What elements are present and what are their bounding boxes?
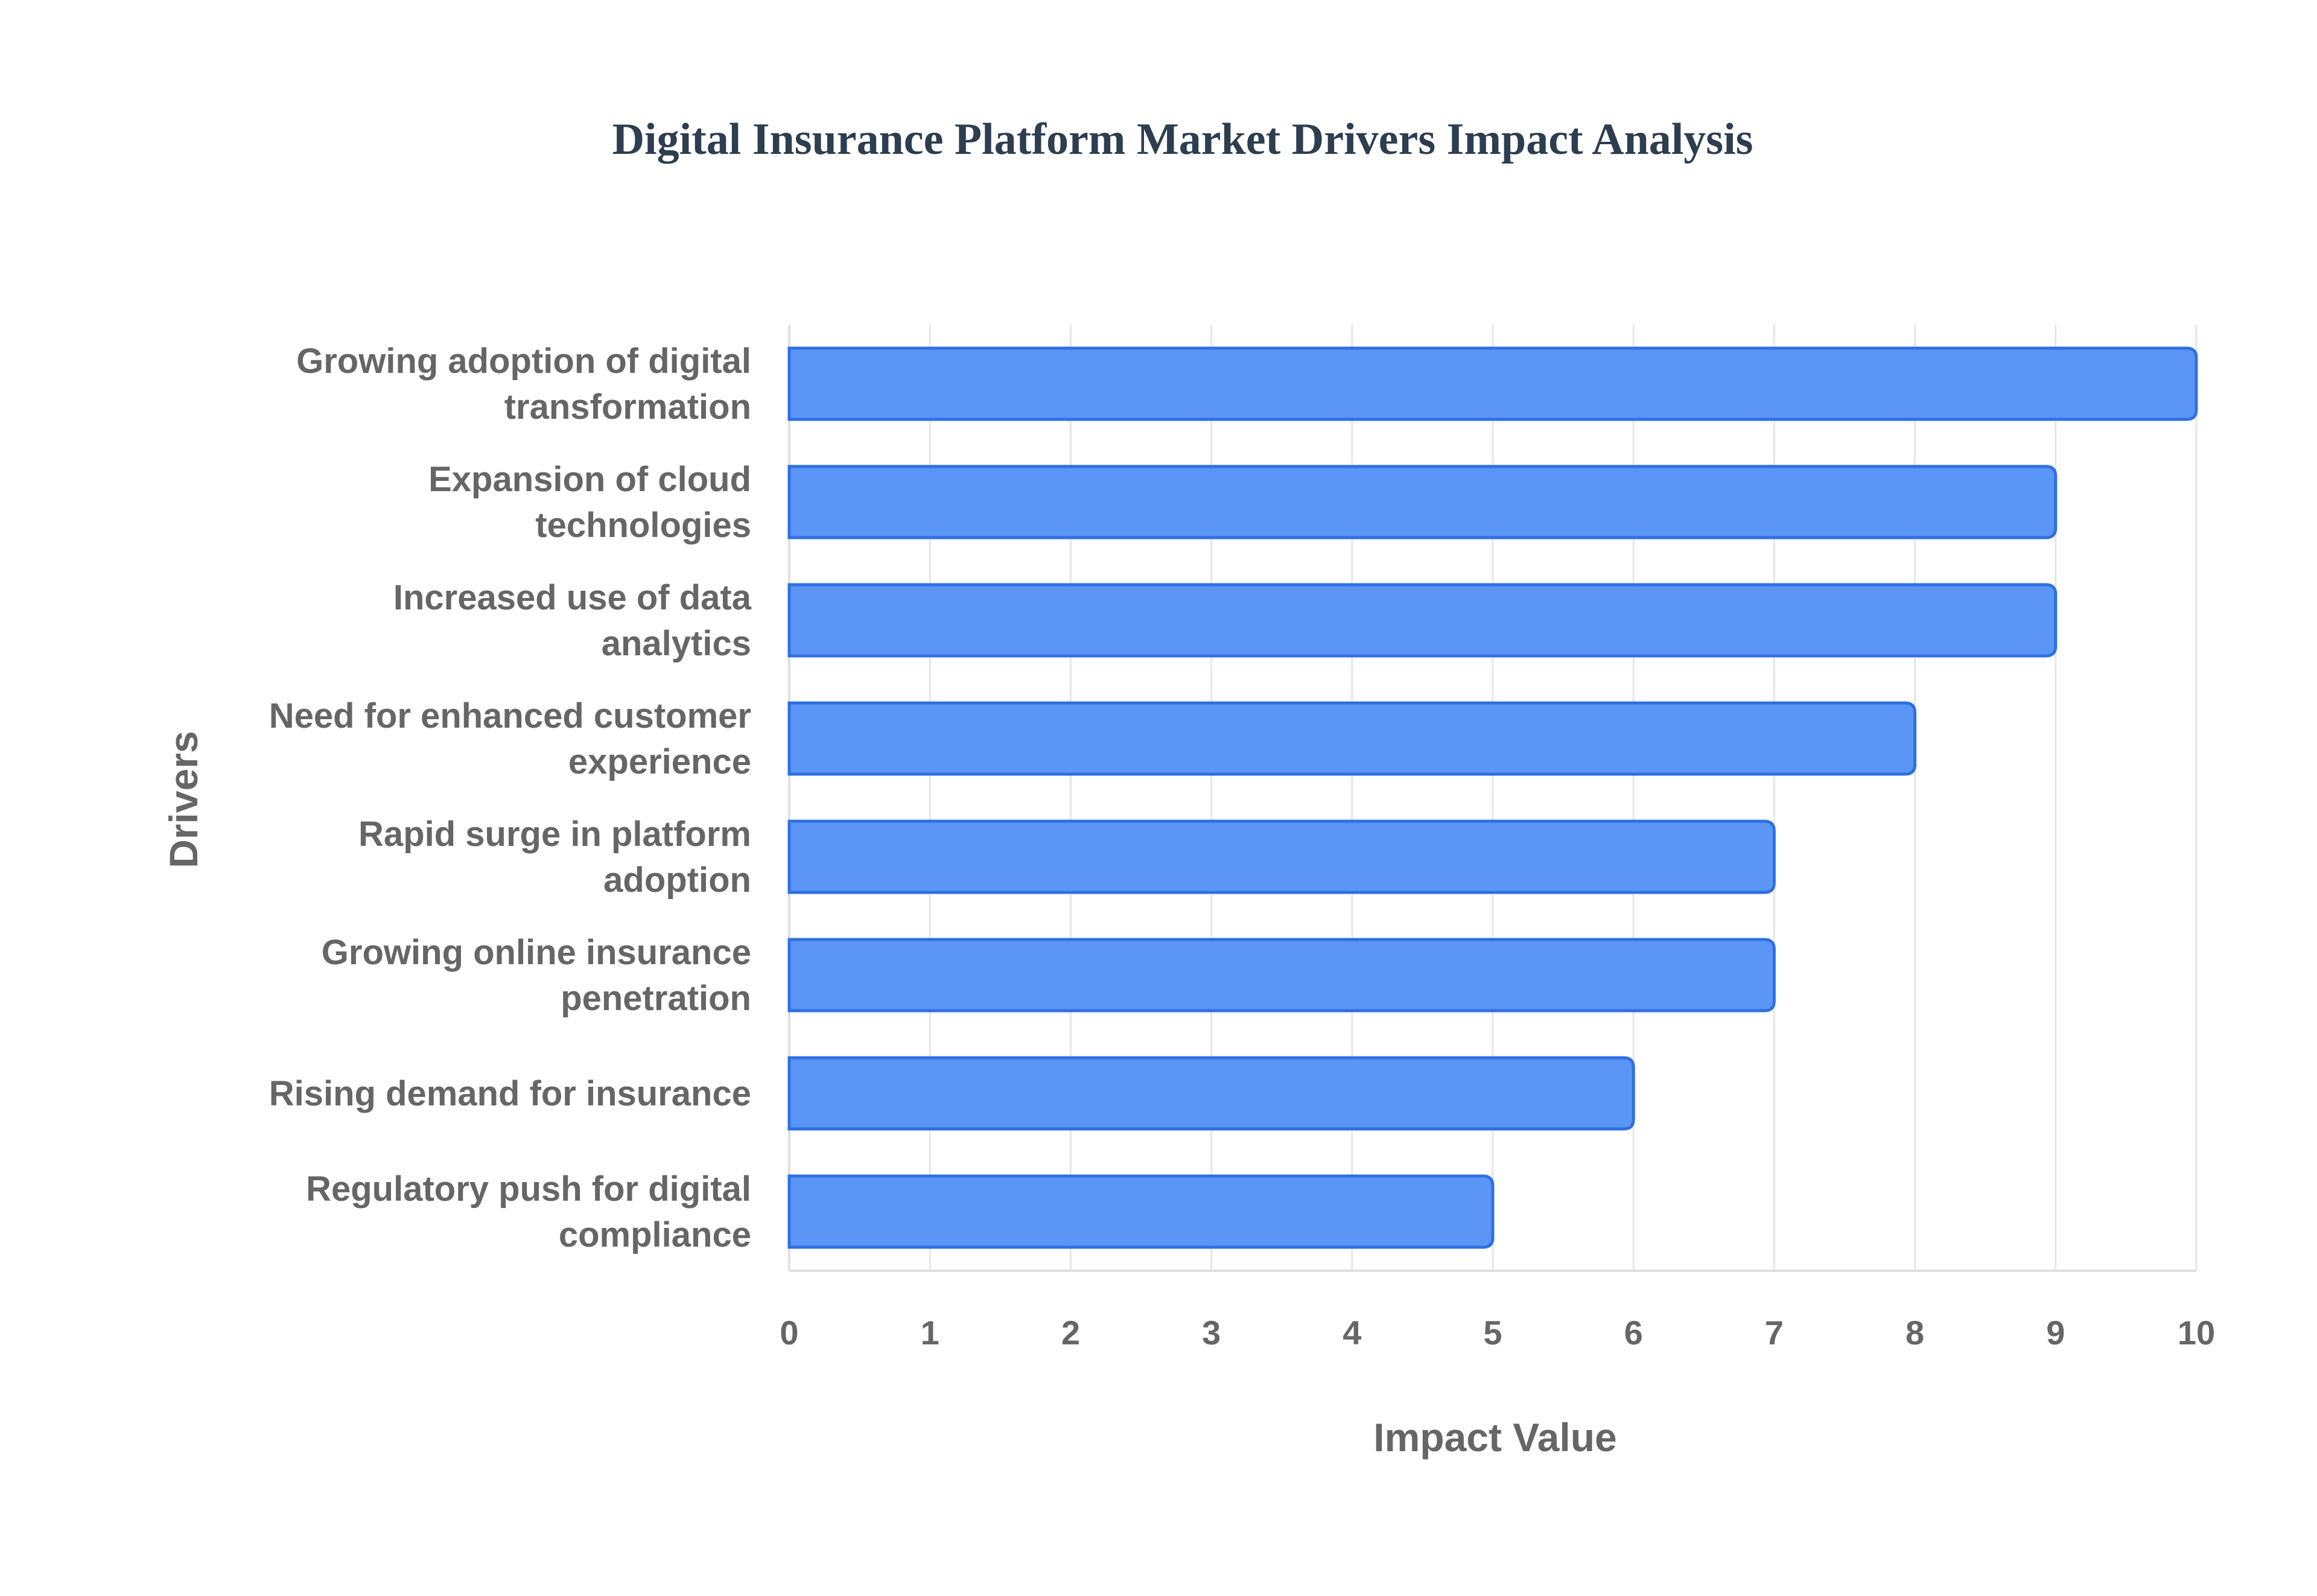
category-label-line: transformation xyxy=(504,387,751,427)
y-axis-title: Drivers xyxy=(161,731,206,868)
bar xyxy=(787,938,1776,1013)
x-tick-label: 9 xyxy=(2046,1314,2065,1352)
bar xyxy=(787,701,1917,776)
x-tick-label: 0 xyxy=(780,1314,798,1352)
category-label: Growing online insurance penetration xyxy=(322,933,751,1018)
category-label-layer: Growing adoption of digital transformatio… xyxy=(269,342,752,1254)
category-label-line: Rising demand for insurance xyxy=(269,1074,751,1113)
category-label: Need for enhanced customer experience xyxy=(269,696,751,781)
bar xyxy=(787,819,1776,894)
category-label-line: analytics xyxy=(602,624,751,663)
category-label-line: technologies xyxy=(535,506,751,545)
bar-layer xyxy=(787,346,2198,1249)
category-label-line: experience xyxy=(568,742,751,781)
category-label: Rising demand for insurance xyxy=(269,1074,751,1113)
category-label-line: Growing adoption of digital xyxy=(296,342,751,381)
bar xyxy=(787,465,2058,539)
category-label: Expansion of cloud technologies xyxy=(428,460,751,545)
category-label-line: Growing online insurance xyxy=(322,933,751,972)
x-tick-label: 6 xyxy=(1624,1314,1643,1352)
category-label-line: Increased use of data xyxy=(393,578,752,617)
category-label: Growing adoption of digital transformatio… xyxy=(296,342,751,427)
x-tick-label: 10 xyxy=(2178,1314,2215,1352)
category-label-line: compliance xyxy=(559,1215,751,1254)
category-label-line: Expansion of cloud xyxy=(428,460,751,499)
x-tick-label: 7 xyxy=(1765,1314,1784,1352)
bar xyxy=(787,1174,1495,1249)
x-axis-title: Impact Value xyxy=(1373,1415,1617,1460)
category-label-line: Need for enhanced customer xyxy=(269,696,751,736)
category-label-line: Regulatory push for digital xyxy=(306,1169,751,1209)
category-label-line: penetration xyxy=(561,979,751,1018)
x-tick-layer: 0 1 2 3 4 5 6 7 8 9 10 xyxy=(780,1314,2215,1352)
bar xyxy=(787,1056,1635,1131)
x-tick-label: 4 xyxy=(1343,1314,1361,1352)
bar xyxy=(787,346,2198,421)
category-label-line: adoption xyxy=(603,860,751,900)
category-label: Rapid surge in platform adoption xyxy=(358,815,751,900)
x-tick-label: 2 xyxy=(1061,1314,1080,1352)
bar xyxy=(787,583,2058,658)
x-tick-label: 3 xyxy=(1202,1314,1221,1352)
x-tick-label: 1 xyxy=(921,1314,939,1352)
category-label: Regulatory push for digital compliance xyxy=(306,1169,751,1254)
x-tick-label: 8 xyxy=(1905,1314,1924,1352)
chart-title: Digital Insurance Platform Market Driver… xyxy=(612,115,1753,164)
category-label-line: Rapid surge in platform xyxy=(358,815,751,854)
category-label: Increased use of data analytics xyxy=(393,578,752,663)
x-tick-label: 5 xyxy=(1483,1314,1502,1352)
